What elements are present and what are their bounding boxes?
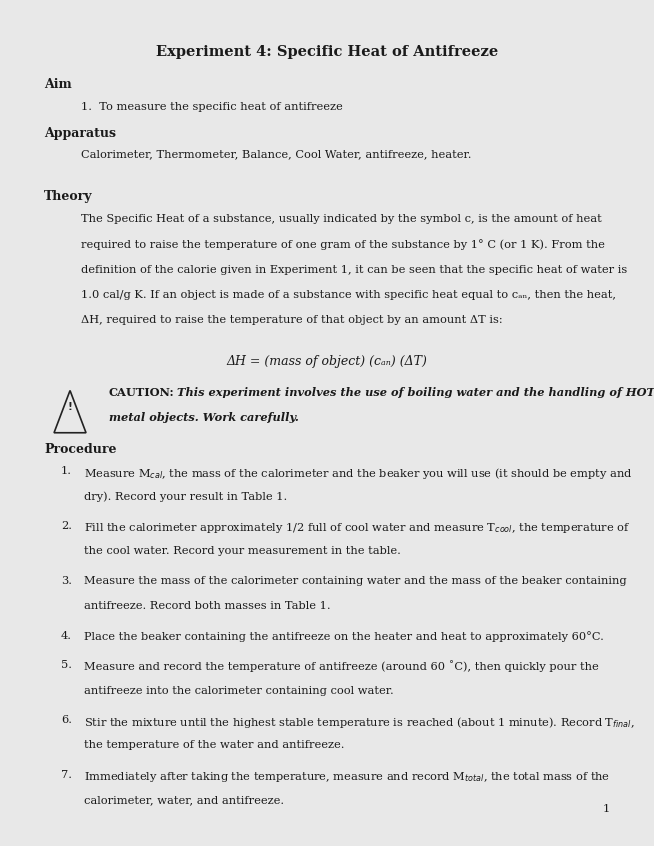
Text: the cool water. Record your measurement in the table.: the cool water. Record your measurement … [84,547,401,556]
Text: 1.0 cal/g K. If an object is made of a substance with specific heat equal to cₐₙ: 1.0 cal/g K. If an object is made of a s… [81,290,616,299]
Text: antifreeze. Record both masses in Table 1.: antifreeze. Record both masses in Table … [84,601,331,611]
Text: Measure the mass of the calorimeter containing water and the mass of the beaker : Measure the mass of the calorimeter cont… [84,576,627,585]
Text: The Specific Heat of a substance, usually indicated by the symbol c, is the amou: The Specific Heat of a substance, usuall… [81,214,602,224]
Text: Aim: Aim [44,78,72,91]
Text: 2.: 2. [61,521,72,531]
Text: 1: 1 [602,805,610,815]
Text: 5.: 5. [61,661,72,670]
Text: Theory: Theory [44,190,93,203]
Text: 6.: 6. [61,716,72,725]
Text: Apparatus: Apparatus [44,127,116,140]
Text: 1.  To measure the specific heat of antifreeze: 1. To measure the specific heat of antif… [81,102,343,113]
Text: definition of the calorie given in Experiment 1, it can be seen that the specifi: definition of the calorie given in Exper… [81,265,627,275]
Text: dry). Record your result in Table 1.: dry). Record your result in Table 1. [84,492,287,502]
Text: This experiment involves the use of boiling water and the handling of HOT: This experiment involves the use of boil… [173,387,654,398]
Text: Procedure: Procedure [44,443,116,456]
Text: ΔH = (mass of object) (cₐₙ) (ΔT): ΔH = (mass of object) (cₐₙ) (ΔT) [226,354,428,368]
Text: Immediately after taking the temperature, measure and record M$_{total}$, the to: Immediately after taking the temperature… [84,770,610,784]
Text: Stir the mixture until the highest stable temperature is reached (about 1 minute: Stir the mixture until the highest stabl… [84,716,635,730]
Text: !: ! [67,403,73,412]
Text: 4.: 4. [61,631,72,640]
Text: Measure M$_{cal}$, the mass of the calorimeter and the beaker you will use (it s: Measure M$_{cal}$, the mass of the calor… [84,466,632,481]
Text: calorimeter, water, and antifreeze.: calorimeter, water, and antifreeze. [84,795,284,805]
Text: required to raise the temperature of one gram of the substance by 1° C (or 1 K).: required to raise the temperature of one… [81,239,605,250]
Text: Fill the calorimeter approximately 1/2 full of cool water and measure T$_{cool}$: Fill the calorimeter approximately 1/2 f… [84,521,630,535]
Text: Measure and record the temperature of antifreeze (around 60 ˚C), then quickly po: Measure and record the temperature of an… [84,661,599,673]
Text: metal objects. Work carefully.: metal objects. Work carefully. [109,413,299,424]
Text: CAUTION:: CAUTION: [109,387,175,398]
Text: the temperature of the water and antifreeze.: the temperature of the water and antifre… [84,740,345,750]
Text: Calorimeter, Thermometer, Balance, Cool Water, antifreeze, heater.: Calorimeter, Thermometer, Balance, Cool … [81,149,472,159]
Text: 3.: 3. [61,576,72,585]
Text: 1.: 1. [61,466,72,476]
Text: ΔH, required to raise the temperature of that object by an amount ΔT is:: ΔH, required to raise the temperature of… [81,315,503,325]
Text: 7.: 7. [61,770,72,780]
Text: antifreeze into the calorimeter containing cool water.: antifreeze into the calorimeter containi… [84,685,394,695]
Text: Place the beaker containing the antifreeze on the heater and heat to approximate: Place the beaker containing the antifree… [84,631,604,641]
Text: Experiment 4: Specific Heat of Antifreeze: Experiment 4: Specific Heat of Antifreez… [156,46,498,59]
